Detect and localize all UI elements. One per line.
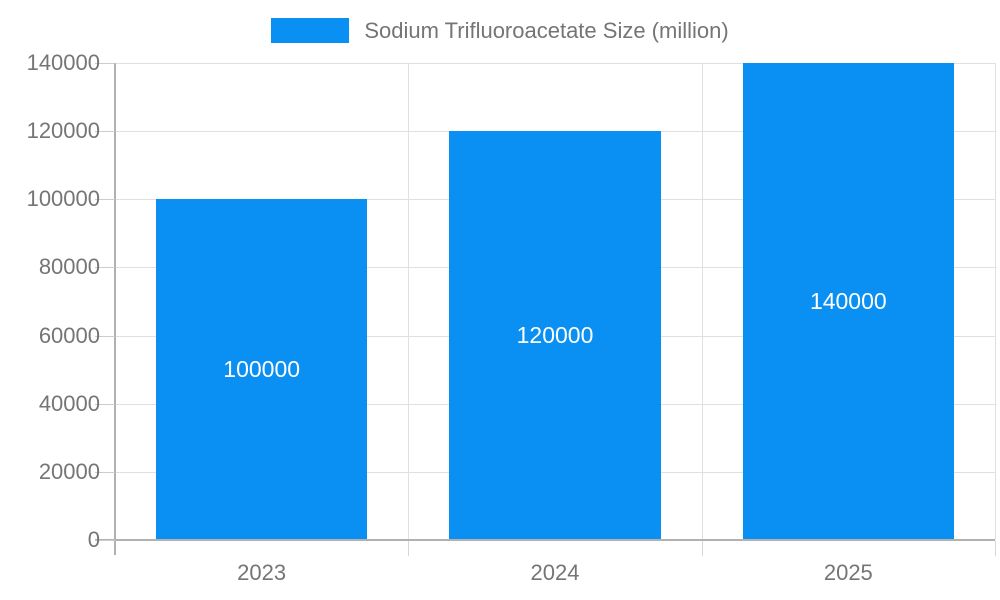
y-axis-tick-label: 60000 [38,322,100,348]
legend-label: Sodium Trifluoroacetate Size (million) [364,18,729,43]
y-axis-tick [95,63,115,64]
y-axis-tick-label: 20000 [38,458,100,484]
y-axis-tick [95,199,115,201]
plot-area: 100000 120000 140000 [115,63,996,540]
y-axis-line [114,63,116,555]
y-axis-tick-label: 80000 [38,254,100,280]
bar-value-label: 140000 [809,288,887,314]
y-axis-tick [95,403,115,405]
x-axis-tick-label: 2024 [530,560,580,585]
y-axis-tick-label: 120000 [26,118,100,144]
x-axis-tick [702,541,703,556]
x-axis-tick-label: 2025 [823,560,873,585]
legend: Sodium Trifluoroacetate Size (million) [0,18,1000,43]
gridline-vertical [995,63,996,540]
y-axis-tick-label: 40000 [38,390,100,416]
x-axis-tick [408,541,409,556]
y-axis-tick [95,471,115,473]
gridline-vertical [702,63,703,540]
x-axis-tick-label: 2023 [237,560,287,585]
gridline-horizontal [115,63,995,64]
bar-value-label: 120000 [516,322,594,349]
y-axis-tick-label: 140000 [26,50,100,75]
y-axis-tick [95,131,115,133]
gridline-vertical [408,63,409,540]
x-axis-line [95,539,995,541]
bar-value-label: 100000 [223,356,301,383]
y-axis-tick-label: 100000 [26,186,100,212]
x-axis-tick [995,541,996,556]
bar-2024: 120000 [449,131,661,540]
bar-2023: 100000 [156,199,368,540]
legend-swatch [271,18,350,43]
bar-2025: 140000 [742,63,954,540]
y-axis-tick-label: 0 [87,527,100,552]
y-axis-tick [95,540,115,541]
y-axis-tick [95,267,115,269]
y-axis-tick [95,335,115,337]
